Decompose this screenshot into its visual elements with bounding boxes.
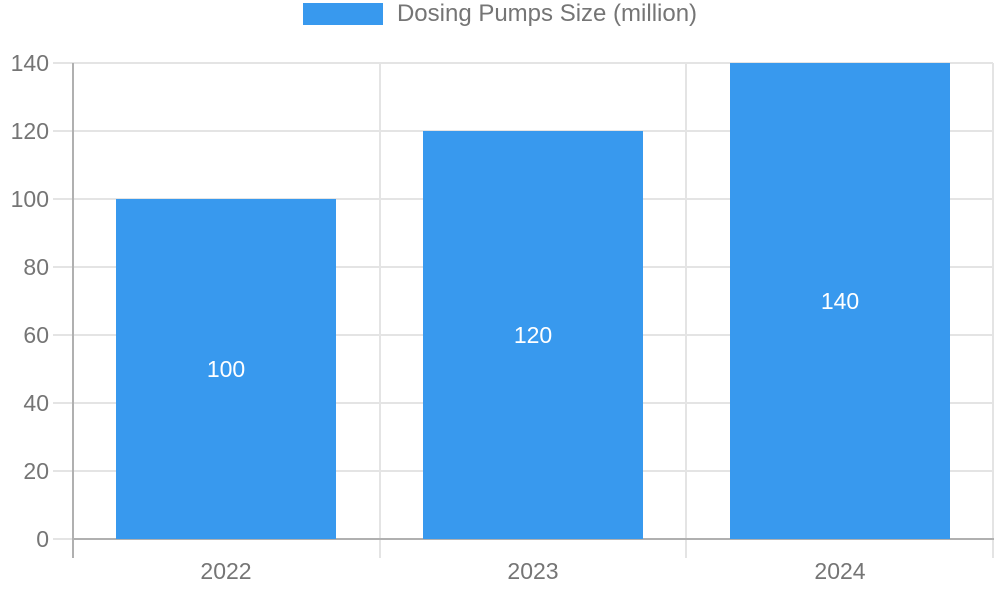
y-axis-tick-label: 40 bbox=[23, 390, 49, 416]
bar-2022[interactable] bbox=[116, 199, 336, 539]
x-axis-tick-label: 2022 bbox=[200, 558, 252, 584]
y-axis-tick-label: 140 bbox=[10, 50, 49, 76]
y-axis-tick-label: 0 bbox=[36, 526, 49, 552]
legend-label: Dosing Pumps Size (million) bbox=[396, 0, 698, 27]
bar-2024[interactable] bbox=[730, 63, 950, 539]
legend-swatch-icon bbox=[302, 3, 383, 25]
y-axis-tick-label: 20 bbox=[23, 458, 49, 484]
legend: Dosing Pumps Size (million) bbox=[0, 0, 1000, 28]
y-axis-tick-label: 120 bbox=[10, 118, 49, 144]
v-gridline bbox=[685, 63, 687, 558]
legend-item[interactable]: Dosing Pumps Size (million) bbox=[302, 0, 698, 28]
y-axis-tick-label: 60 bbox=[23, 322, 49, 348]
x-axis-tick-label: 2023 bbox=[507, 558, 559, 584]
h-gridline bbox=[53, 62, 993, 64]
bar-value-label: 140 bbox=[820, 288, 860, 314]
x-axis-tick-label: 2024 bbox=[814, 558, 866, 584]
bar-value-label: 100 bbox=[206, 356, 246, 382]
bar-2023[interactable] bbox=[423, 131, 643, 539]
y-axis-line bbox=[72, 63, 74, 558]
v-gridline bbox=[379, 63, 381, 558]
bar-value-label: 120 bbox=[513, 322, 553, 348]
y-axis-tick-label: 100 bbox=[10, 186, 49, 212]
v-gridline bbox=[992, 63, 994, 558]
y-axis-tick-label: 80 bbox=[23, 254, 49, 280]
x-axis-line bbox=[72, 538, 994, 540]
